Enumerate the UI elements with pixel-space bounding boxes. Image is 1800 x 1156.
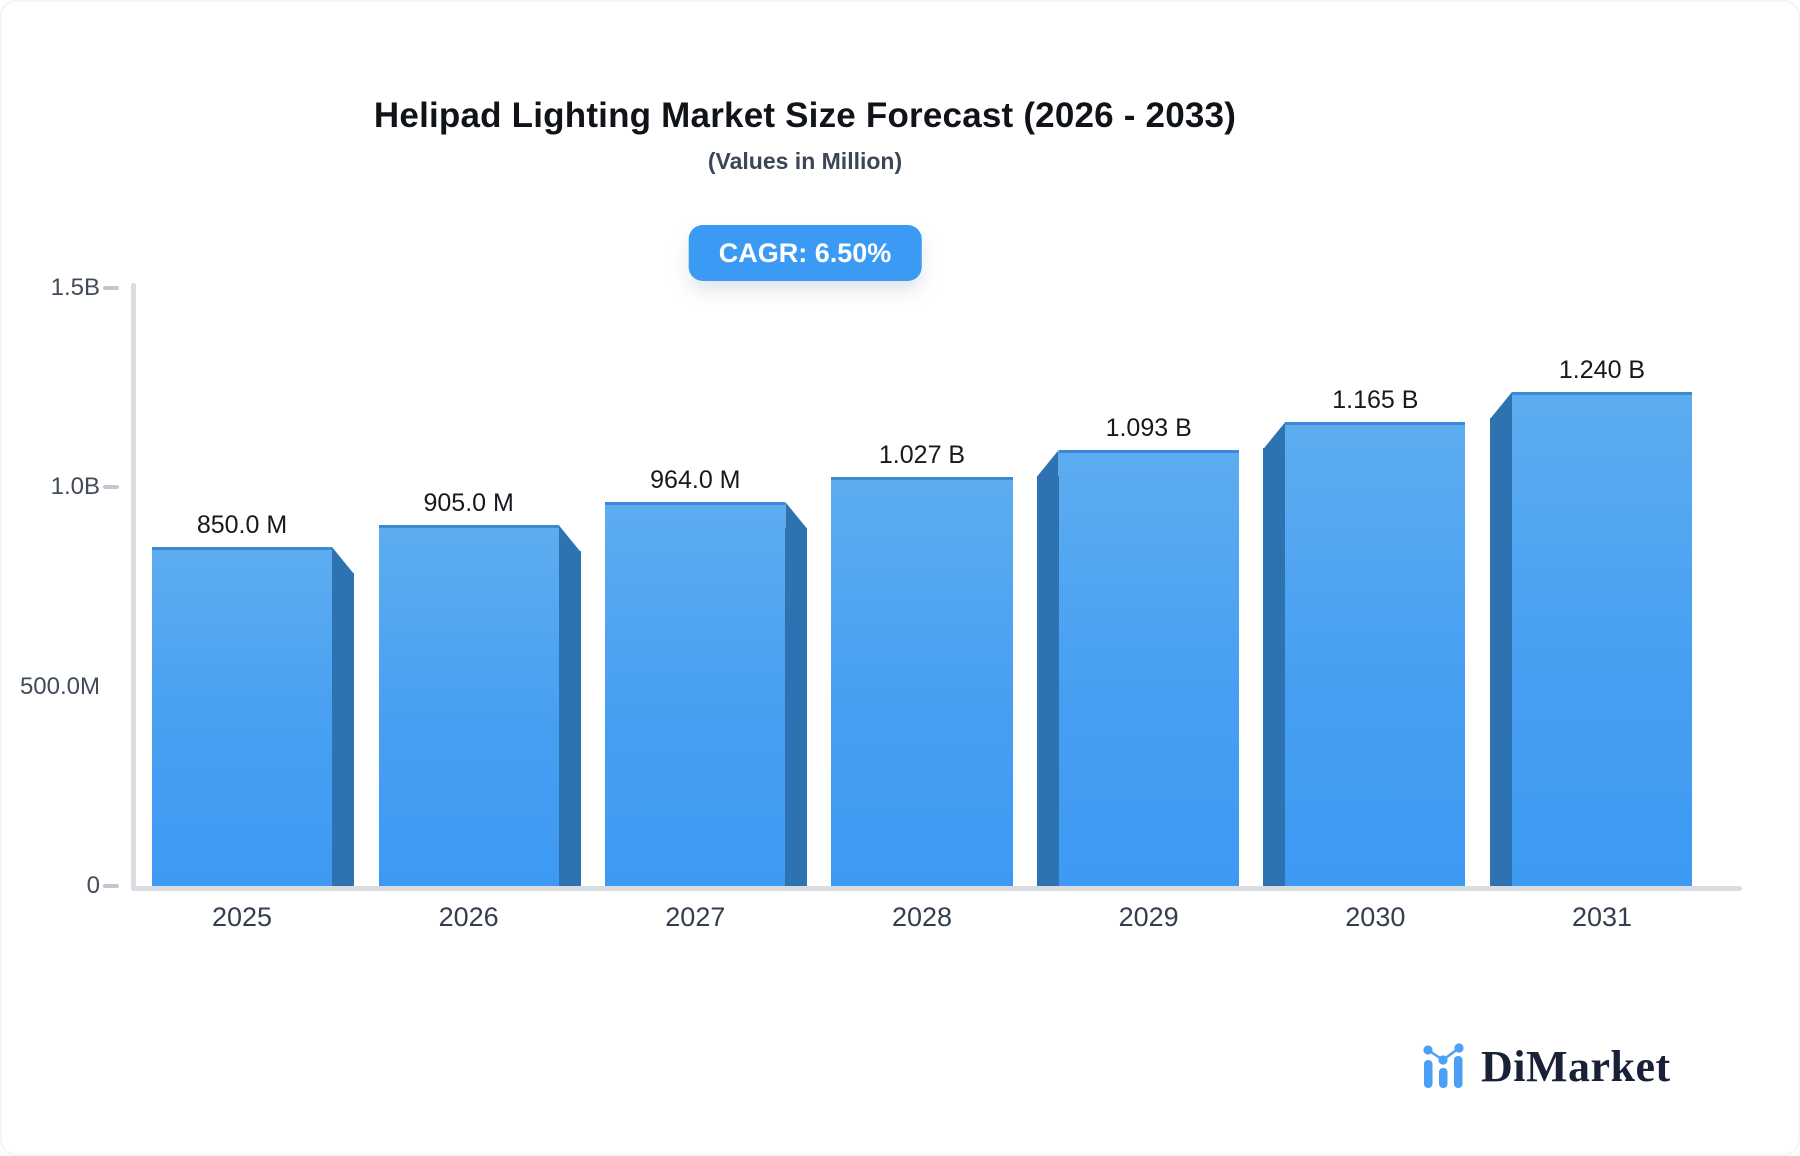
bar-value-label: 1.027 B [878, 441, 966, 469]
bar-side-face [1263, 448, 1286, 886]
bar-2026 [378, 525, 581, 886]
y-axis-tick-label: 0 [86, 872, 100, 899]
bar-face [831, 477, 1013, 886]
bar-2025 [152, 547, 354, 886]
x-axis-baseline [131, 886, 1742, 891]
y-axis-tick-mark [103, 286, 119, 290]
bar-side-face [332, 573, 354, 886]
x-axis-category-label: 2030 [1345, 902, 1406, 932]
bar-bevel-edge [1490, 392, 1512, 419]
bar-bevel-edge [785, 502, 808, 529]
bar-side-face [1490, 418, 1512, 886]
bar-face [378, 525, 559, 886]
bar-bevel-edge [1036, 450, 1059, 477]
y-axis-tick-label: 1.5B [50, 274, 100, 301]
bar-value-label: 905.0 M [423, 489, 514, 517]
bar-chart-logo-icon [1421, 1042, 1469, 1090]
bar-2029 [1036, 450, 1239, 886]
x-axis-category-label: 2031 [1571, 902, 1633, 932]
bar-value-label: 964.0 M [650, 466, 741, 494]
bar-face [1058, 450, 1239, 886]
y-axis-tick-label: 500.0M [19, 672, 100, 700]
bar-bevel-edge [1263, 422, 1286, 449]
x-axis-category-label: 2028 [891, 902, 953, 932]
y-axis-tick-label: 1.0B [50, 473, 100, 501]
y-axis-line [131, 283, 136, 890]
bar-value-label: 850.0 M [196, 511, 288, 539]
x-axis-category-label: 2029 [1118, 902, 1179, 932]
bar-2028 [831, 477, 1013, 886]
y-axis-tick-mark [103, 884, 119, 888]
bar-value-label: 1.240 B [1558, 356, 1646, 384]
brand-name: DiMarket [1481, 1041, 1671, 1091]
bar-side-face [558, 551, 581, 886]
x-axis-category-label: 2027 [665, 902, 726, 932]
brand-logo: DiMarket [1421, 1040, 1671, 1092]
bar-side-face [1036, 476, 1059, 886]
chart-subtitle: (Values in Million) [707, 148, 903, 174]
bar-2031 [1490, 392, 1692, 886]
bar-face [1512, 392, 1692, 886]
bar-value-label: 1.165 B [1332, 386, 1419, 414]
cagr-badge: CAGR: 6.50% [688, 225, 922, 281]
x-axis-category-label: 2025 [211, 902, 273, 932]
bar-side-face [785, 528, 808, 886]
bar-bevel-edge [558, 525, 581, 552]
bar-face [152, 547, 332, 886]
bar-value-label: 1.093 B [1105, 414, 1192, 442]
bar-2030 [1263, 422, 1466, 886]
chart-title: Helipad Lighting Market Size Forecast (2… [373, 96, 1237, 135]
y-axis-tick-mark [103, 485, 119, 490]
bar-face [605, 502, 786, 886]
bar-bevel-edge [332, 547, 354, 574]
x-axis-category-label: 2026 [438, 902, 499, 932]
bar-face [1285, 422, 1466, 886]
bar-2027 [605, 502, 808, 886]
